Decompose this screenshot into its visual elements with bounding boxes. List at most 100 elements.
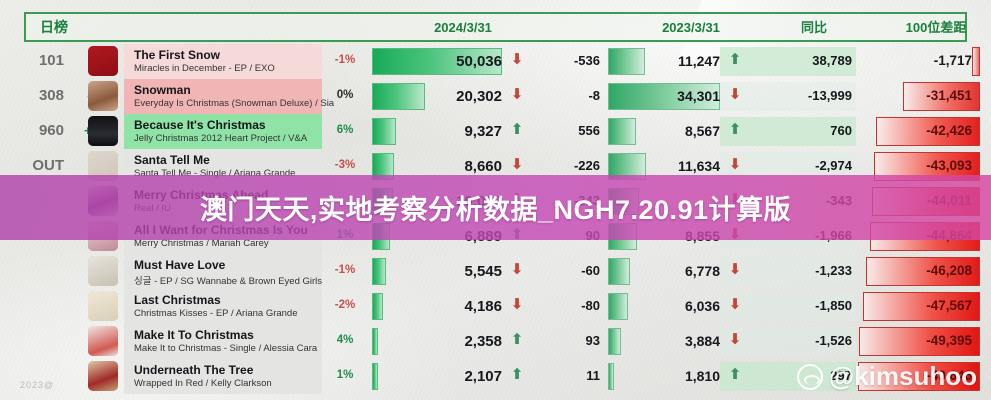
gap-cell [858,117,980,146]
arrow-yoy-icon: ⬆ [728,51,742,68]
bar-2023-track [608,363,720,390]
gap-cell [858,327,980,356]
value-2023: 8,567 [684,123,720,139]
gap-value: -49,646 [926,368,972,383]
yoy-value: -1,850 [815,298,852,313]
value-2024: 2,358 [464,333,502,350]
value-2023: 3,884 [684,333,720,349]
corner-stamp: 2023@ [20,380,55,390]
album-thumbnail[interactable] [88,81,118,111]
daily-diff: 556 [578,123,600,138]
row-rank: 101 [38,52,64,69]
bar-2024-track [372,48,502,75]
gap-cell [858,362,980,391]
song-title: Because It's Christmas [134,118,266,132]
value-2024: 50,036 [456,53,502,70]
bar-2024-track [372,293,502,320]
row-title-band[interactable]: Because It's Christmas Jelly Christmas 20… [124,114,322,149]
yoy-cell [720,257,856,286]
gap-value: -46,208 [926,263,972,278]
song-title: Make It To Christmas [134,328,254,342]
song-title: Underneath The Tree [134,363,254,377]
table-header: 日榜 2024/3/31 2023/3/31 同比 100位差距 [24,12,967,42]
album-thumbnail[interactable] [88,46,118,76]
yoy-cell [720,292,856,321]
gap-cell [858,292,980,321]
yoy-value: -2,974 [815,158,852,173]
row-percent-change: -2% [334,299,356,311]
song-title: Santa Tell Me [134,153,210,167]
value-2024: 5,545 [464,263,502,280]
album-thumbnail[interactable] [88,326,118,356]
arrow-2024-diff-icon: ⬆ [510,366,524,383]
gap-cell [858,82,980,111]
header-col-2024: 2024/3/31 [434,20,492,35]
arrow-2024-diff-icon: ⬆ [510,121,524,138]
album-thumbnail[interactable] [88,256,118,286]
table-row[interactable]: Last Christmas Christmas Kisses - EP / Ar… [0,289,991,324]
table-row[interactable]: Make It To Christmas Make It to Christmas… [0,324,991,359]
arrow-yoy-icon: ⬇ [728,261,742,278]
arrow-yoy-icon: ⬆ [728,121,742,138]
album-thumbnail[interactable] [88,291,118,321]
value-2024: 9,327 [464,123,502,140]
song-title: Last Christmas [134,293,221,307]
arrow-yoy-icon: ⬇ [728,86,742,103]
yoy-cell [720,362,856,391]
bar-2024-track [372,83,502,110]
album-thumbnail[interactable] [88,361,118,391]
row-title-band[interactable]: Underneath The Tree Wrapped In Red / Kell… [124,359,322,394]
album-artist: Everyday Is Christmas (Snowman Deluxe) /… [134,98,335,109]
row-title-band[interactable]: Last Christmas Christmas Kisses - EP / Ar… [124,289,322,324]
arrow-yoy-icon: ⬇ [728,296,742,313]
header-col-yoy: 同比 [800,20,827,35]
album-artist: Wrapped In Red / Kelly Clarkson [134,378,272,389]
daily-diff: 11 [586,368,600,383]
table-row[interactable]: Underneath The Tree Wrapped In Red / Kell… [0,359,991,394]
album-thumbnail[interactable] [88,116,118,146]
yoy-cell [720,117,856,146]
album-artist: Miracles in December - EP / EXO [134,63,275,74]
gap-cell [858,47,980,76]
header-col-2023: 2023/3/31 [662,20,720,35]
value-2023: 11,634 [677,158,720,174]
arrow-yoy-icon: ⬇ [728,156,742,173]
table-row[interactable]: Must Have Love 싱글 - EP / SG Wannabe & Bro… [0,254,991,289]
value-2024: 8,660 [464,158,502,175]
row-title-band[interactable]: Snowman Everyday Is Christmas (Snowman De… [124,79,334,114]
arrow-2024-diff-icon: ⬇ [510,156,524,173]
bar-2023-track [608,118,720,145]
value-2024: 20,302 [456,88,502,105]
yoy-cell [720,82,856,111]
gap-value: -47,567 [926,298,972,313]
header-col-gap: 100位差距 [905,20,967,35]
gap-value: -43,093 [926,158,972,173]
yoy-value: 297 [830,368,852,383]
row-title-band[interactable]: The First Snow Miracles in December - EP … [124,44,322,79]
arrow-2024-diff-icon: ⬇ [510,51,524,68]
value-2023: 11,247 [677,53,720,69]
header-rank-label: 日榜 [40,19,68,35]
arrow-2024-diff-icon: ⬇ [510,86,524,103]
value-2023: 6,778 [684,263,720,279]
gap-value: -31,451 [926,88,972,103]
yoy-cell [720,47,856,76]
row-title-band[interactable]: Make It To Christmas Make It to Christmas… [124,324,322,359]
table-row[interactable]: 308-21SnowmanEveryday Is Christmas (Snow… [0,79,991,114]
song-title: Must Have Love [134,258,226,272]
arrow-2024-diff-icon: ⬇ [510,296,524,313]
row-percent-change: -1% [334,54,356,66]
row-percent-change: -3% [334,159,356,171]
row-percent-change: 1% [336,369,354,381]
gap-value: -1,717 [933,53,972,68]
bar-2023-track [608,48,720,75]
arrow-yoy-icon: ⬇ [728,331,742,348]
yoy-value: -1,233 [815,263,852,278]
yoy-value: -13,999 [807,88,852,103]
row-title-band[interactable]: Must Have Love 싱글 - EP / SG Wannabe & Bro… [124,254,322,289]
arrow-yoy-icon: ⬆ [728,366,742,383]
album-artist: Merry Christmas / Mariah Carey [134,238,269,249]
gap-value: -42,426 [926,123,972,138]
